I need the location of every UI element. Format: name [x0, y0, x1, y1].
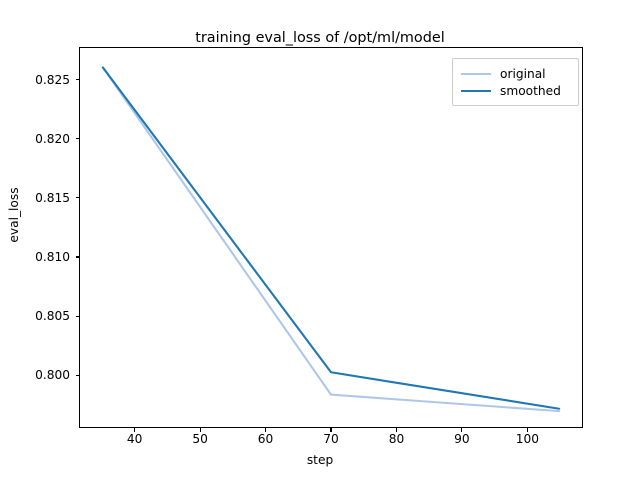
series-line-smoothed [101, 66, 561, 410]
x-tick-mark [395, 428, 397, 432]
legend-label-original: original [500, 66, 546, 81]
y-axis-tick-labels: 0.800 0.805 0.810 0.815 0.820 0.825 [0, 0, 79, 480]
y-tick-label: 0.810 [35, 250, 70, 265]
x-tick-label: 50 [192, 432, 208, 446]
x-tick-mark [264, 428, 267, 432]
y-tick-label: 0.825 [35, 72, 70, 87]
x-tick-mark [134, 428, 136, 432]
x-tick-label: 70 [323, 432, 339, 446]
y-tick-label: 0.800 [35, 368, 70, 383]
legend: original smoothed [452, 58, 579, 106]
legend-item-smoothed: smoothed [461, 82, 570, 99]
x-tick-label: 40 [126, 432, 143, 446]
series-line-original [101, 66, 561, 413]
chart-title: training eval_loss of /opt/ml/model [195, 30, 445, 46]
legend-swatch-original [461, 72, 491, 75]
legend-item-original: original [461, 65, 570, 82]
plot-area [79, 47, 583, 428]
x-axis-label: step [306, 453, 334, 467]
x-tick-mark [461, 428, 463, 432]
data-lines [101, 66, 561, 413]
y-tick-label: 0.805 [35, 309, 70, 324]
y-tick-label: 0.820 [35, 131, 70, 146]
legend-label-smoothed: smoothed [500, 83, 561, 98]
x-tick-label: 60 [257, 432, 274, 446]
x-tick-mark [330, 428, 332, 432]
x-tick-label: 90 [454, 432, 470, 446]
y-tick-label: 0.815 [35, 190, 70, 205]
x-axis-tick-labels: 40 50 60 70 80 90 100 [0, 432, 640, 452]
legend-swatch-smoothed [461, 89, 491, 92]
x-tick-mark [526, 428, 528, 432]
x-tick-label: 80 [388, 432, 405, 446]
x-tick-mark [199, 428, 201, 432]
x-tick-label: 100 [515, 432, 539, 446]
